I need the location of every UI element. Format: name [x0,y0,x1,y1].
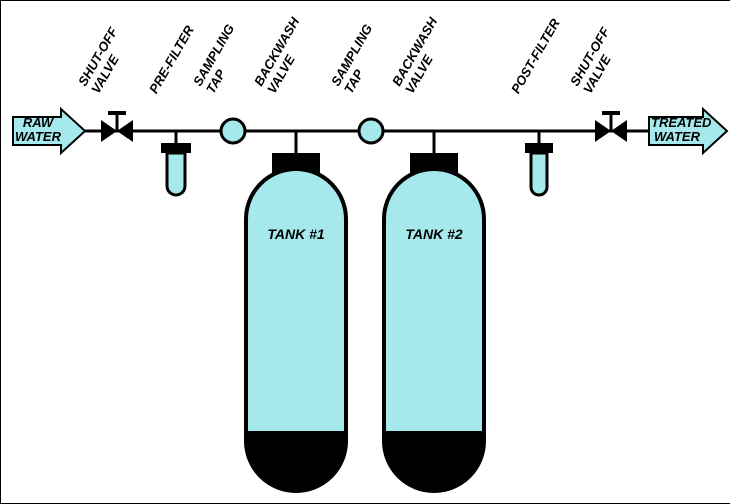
filter-body [531,153,547,195]
tank-base [246,431,346,491]
outlet-label: TREATEDWATER [651,116,703,145]
inlet-label: RAWWATER [15,116,61,145]
water-treatment-diagram: { "canvas":{"w":730,"h":502}, "colors":{… [0,0,730,504]
tank-base [384,431,484,491]
shutoff-valve-left [101,120,117,142]
tank-label: TANK #1 [267,226,325,242]
shutoff-valve-right [611,120,627,142]
tank-label: TANK #2 [405,226,463,242]
filter-body [167,153,185,195]
shutoff-valve-left [595,120,611,142]
sampling-tap [221,119,245,143]
sampling-tap [359,119,383,143]
shutoff-valve-right [117,120,133,142]
